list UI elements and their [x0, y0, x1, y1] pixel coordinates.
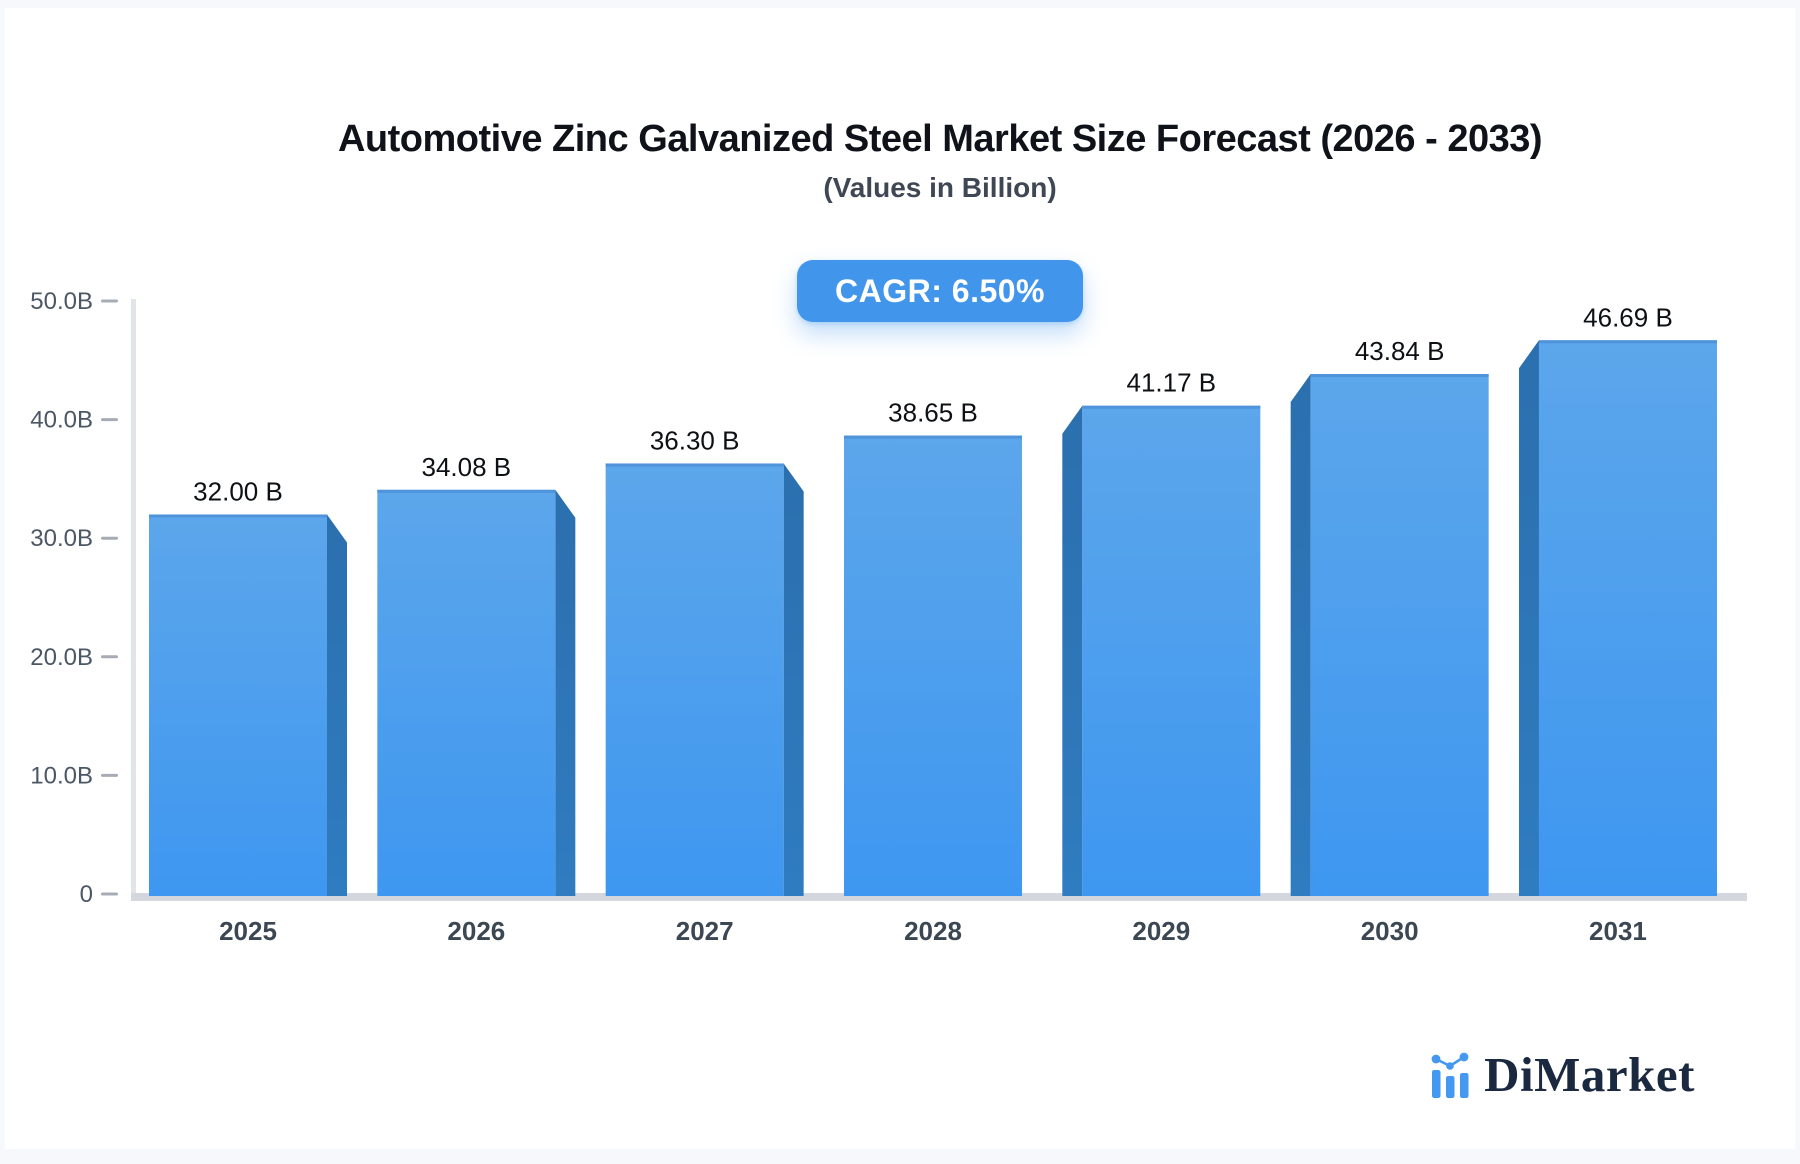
- bar-top-edge: [1538, 340, 1717, 344]
- bar-value-label: 36.30 B: [650, 425, 740, 455]
- bar-side-face: [1062, 405, 1083, 896]
- y-tick-label: 0: [80, 881, 93, 908]
- bar-top-edge: [149, 514, 327, 518]
- x-tick-label: 2030: [1361, 916, 1419, 946]
- y-tick-label: 30.0B: [30, 525, 93, 552]
- bar-top-edge: [843, 435, 1022, 439]
- bar-value-label: 38.65 B: [888, 398, 978, 428]
- bar-2027[interactable]: [605, 463, 804, 896]
- y-tick-mark: [101, 773, 118, 777]
- bar-side-face: [327, 514, 347, 896]
- bar-front-face: [1082, 405, 1261, 896]
- bar-2026[interactable]: [377, 489, 576, 896]
- chart-subtitle: (Values in Billion): [823, 172, 1057, 203]
- bar-side-face: [555, 489, 576, 896]
- y-tick-label: 50.0B: [30, 288, 93, 315]
- bar-top-edge: [377, 489, 556, 493]
- chart-title: Automotive Zinc Galvanized Steel Market …: [337, 118, 1543, 160]
- bar-front-face: [149, 514, 327, 896]
- chart-card: Automotive Zinc Galvanized Steel Market …: [5, 8, 1795, 1149]
- logo-icon: [1431, 1052, 1469, 1098]
- bar-side-face: [1518, 340, 1539, 896]
- bar-front-face: [377, 489, 556, 896]
- bar-value-label: 46.69 B: [1583, 302, 1673, 332]
- bar-value-label: 32.00 B: [193, 476, 283, 506]
- x-tick-label: 2027: [676, 916, 734, 946]
- logo-text: DiMarket: [1484, 1047, 1695, 1102]
- y-tick-label: 40.0B: [30, 407, 93, 434]
- y-tick-mark: [101, 418, 118, 422]
- y-tick-label: 10.0B: [30, 762, 93, 789]
- brand-logo: DiMarket: [1431, 1047, 1695, 1102]
- bar-value-label: 43.84 B: [1355, 336, 1445, 366]
- bar-chart-plot: 0 10.0B 20.0B 30.0B 40.0B 50.0B 32.00 B 2025 34.…: [30, 288, 1747, 946]
- bar-2031[interactable]: [1518, 340, 1717, 896]
- bar-side-face: [783, 463, 804, 896]
- bar-side-face: [1290, 374, 1311, 896]
- bar-value-label: 41.17 B: [1126, 368, 1216, 398]
- bar-front-face: [1538, 340, 1717, 896]
- x-tick-label: 2025: [219, 916, 277, 946]
- x-tick-label: 2029: [1132, 916, 1190, 946]
- bar-top-edge: [1310, 374, 1489, 378]
- bar-top-edge: [605, 463, 784, 467]
- bar-front-face: [843, 435, 1022, 896]
- cagr-badge-label: CAGR: 6.50%: [835, 273, 1045, 309]
- y-tick-mark: [101, 655, 118, 659]
- bar-2029[interactable]: [1062, 405, 1261, 896]
- bar-2030[interactable]: [1290, 374, 1489, 896]
- y-axis-line: [131, 299, 136, 900]
- y-tick-mark: [101, 299, 118, 303]
- bar-front-face: [1310, 374, 1489, 896]
- cagr-badge: CAGR: 6.50%: [797, 260, 1083, 322]
- x-tick-label: 2031: [1589, 916, 1647, 946]
- y-tick-label: 20.0B: [30, 644, 93, 671]
- y-tick-mark: [101, 536, 118, 540]
- bar-front-face: [605, 463, 784, 896]
- bar-value-label: 34.08 B: [422, 452, 512, 482]
- bar-2025[interactable]: [149, 514, 347, 896]
- x-tick-label: 2028: [904, 916, 962, 946]
- x-tick-label: 2026: [447, 916, 505, 946]
- y-tick-mark: [101, 892, 118, 896]
- bar-2028[interactable]: [843, 435, 1022, 896]
- bar-top-edge: [1082, 405, 1261, 409]
- x-baseline: [131, 893, 1747, 901]
